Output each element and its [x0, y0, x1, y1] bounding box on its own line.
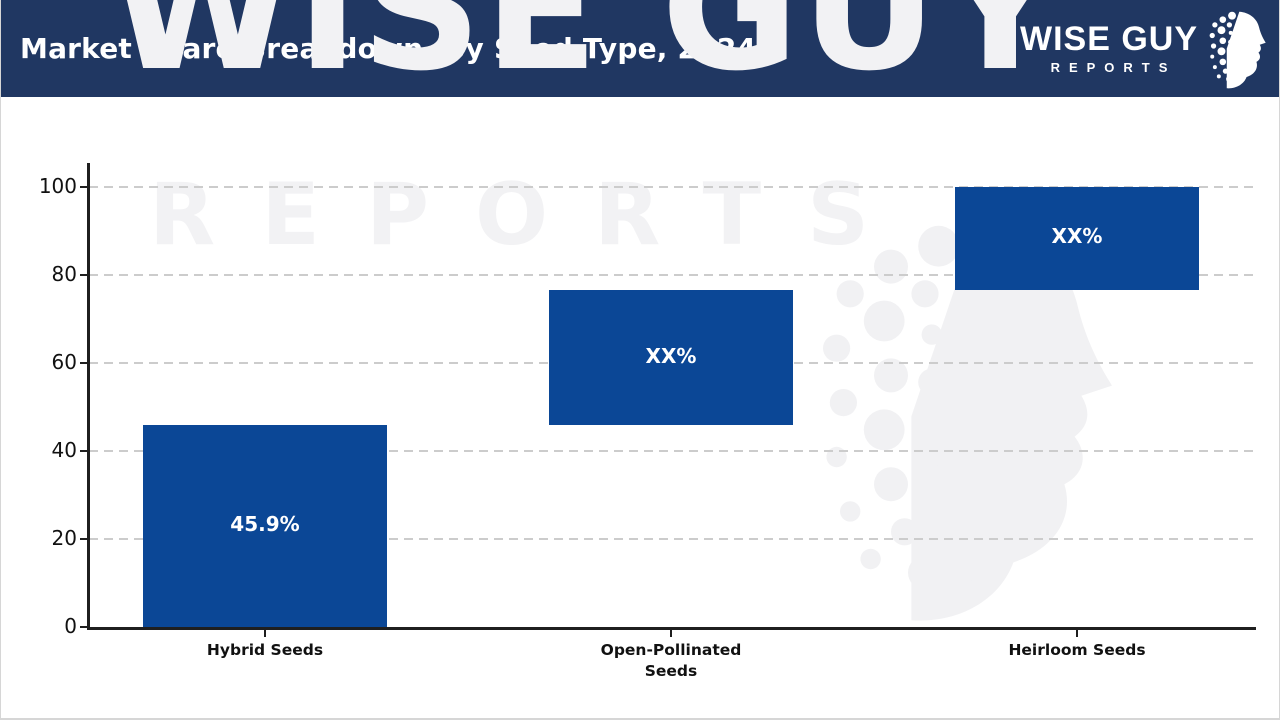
y-tick-mark-100 [80, 186, 89, 188]
gridline-100 [89, 186, 1256, 188]
y-tick-label-0: 0 [64, 614, 77, 638]
gridline-40 [89, 450, 1256, 452]
y-tick-label-80: 80 [51, 262, 77, 286]
bar-value-label-heirloom-seeds: XX% [1051, 224, 1103, 249]
x-axis-line [87, 627, 1256, 630]
bar-open-pollinated-seeds [549, 289, 793, 426]
y-tick-label-100: 100 [38, 174, 77, 198]
bar-value-label-open-pollinated-seeds: XX% [645, 343, 697, 368]
y-tick-mark-40 [80, 450, 89, 452]
y-tick-label-60: 60 [51, 350, 77, 374]
y-tick-mark-80 [80, 274, 89, 276]
page-title: Market Share Breakdown, By Seed Type, 20… [20, 32, 757, 65]
bar-value-label-hybrid-seeds: 45.9% [230, 512, 300, 537]
x-tick-mark-open-pollinated-seeds [670, 630, 672, 637]
logo-subtitle: REPORTS [1050, 60, 1177, 75]
watermark-subtitle: REPORTS [149, 165, 916, 265]
x-category-label-open-pollinated-seeds: Open-Pollinated Seeds [600, 641, 742, 680]
y-axis-line [87, 163, 90, 630]
gridline-80 [89, 274, 1256, 276]
y-tick-label-20: 20 [51, 526, 77, 550]
x-tick-mark-heirloom-seeds [1076, 630, 1078, 637]
bar-heirloom-seeds [955, 187, 1199, 290]
y-tick-mark-0 [80, 626, 89, 628]
y-tick-mark-60 [80, 362, 89, 364]
face-logo-icon [1203, 10, 1269, 90]
wise-guy-reports-logo: WISE GUY REPORTS [1019, 8, 1269, 92]
logo-wordmark: WISE GUY [1019, 20, 1199, 58]
logo-text: WISE GUY REPORTS [1019, 22, 1199, 75]
bar-hybrid-seeds [143, 425, 387, 627]
y-tick-label-40: 40 [51, 438, 77, 462]
x-tick-mark-hybrid-seeds [264, 630, 266, 637]
watermark-wordmark: WISE GUY [109, 0, 1064, 108]
x-category-label-hybrid-seeds: Hybrid Seeds [206, 641, 324, 659]
x-category-label-heirloom-seeds: Heirloom Seeds [1008, 641, 1146, 659]
header-bar: Market Share Breakdown, By Seed Type, 20… [1, 0, 1279, 97]
y-tick-mark-20 [80, 538, 89, 540]
gridline-20 [89, 538, 1256, 540]
